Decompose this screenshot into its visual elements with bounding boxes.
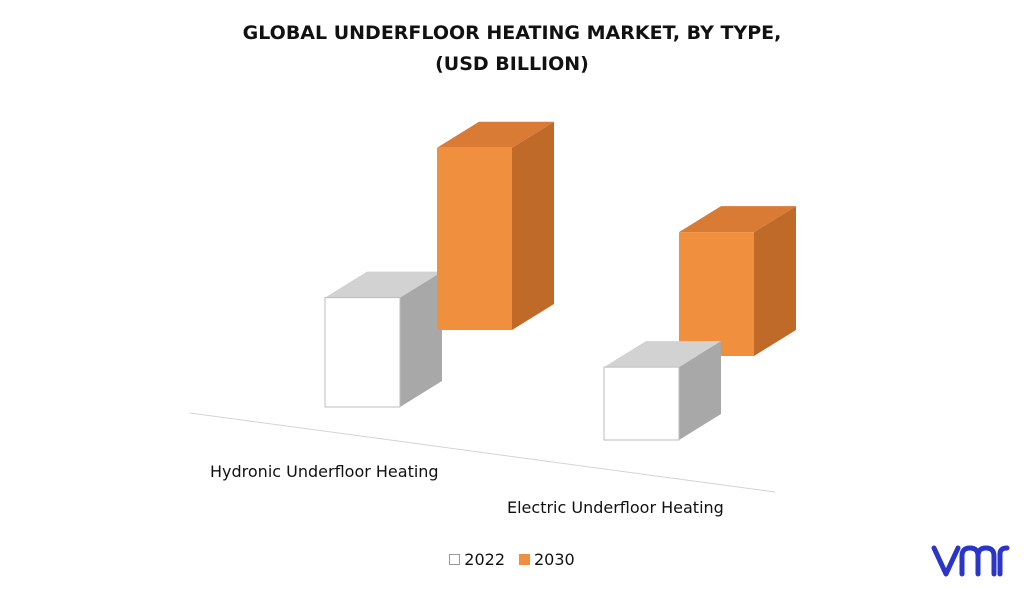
bars-group — [324, 121, 796, 441]
category-label-electric: Electric Underfloor Heating — [507, 498, 724, 517]
legend-swatch-2030 — [519, 554, 530, 565]
bar-front — [679, 232, 754, 356]
bar-top — [437, 121, 554, 148]
bar-side — [512, 121, 554, 330]
legend-item-2030: 2030 — [519, 550, 575, 569]
legend-item-2022: 2022 — [449, 550, 505, 569]
bar-top — [325, 271, 442, 298]
chart-title: GLOBAL UNDERFLOOR HEATING MARKET, BY TYP… — [0, 18, 1024, 80]
vmr-logo — [931, 545, 1010, 577]
legend-label-2030: 2030 — [534, 550, 575, 569]
legend-label-2022: 2022 — [464, 550, 505, 569]
legend-swatch-2022 — [449, 554, 461, 565]
chart-title-line-2: (USD BILLION) — [435, 53, 589, 75]
bar-2030-cat1 — [679, 206, 796, 356]
bar-2030-cat0 — [437, 121, 554, 330]
legend: 2022 2030 — [0, 550, 1024, 569]
bar-front — [603, 366, 680, 441]
bar-top — [679, 206, 796, 233]
floor-baseline — [189, 412, 776, 493]
bar-2022-cat0 — [324, 271, 442, 408]
bar-side — [400, 271, 442, 407]
bar-2022-cat1 — [603, 341, 721, 441]
bar-front — [324, 297, 401, 408]
bar-top — [604, 341, 721, 368]
chart-title-line-1: GLOBAL UNDERFLOOR HEATING MARKET, BY TYP… — [242, 22, 782, 44]
bar-side — [754, 206, 796, 356]
category-label-hydronic: Hydronic Underfloor Heating — [210, 462, 439, 481]
bar-side — [679, 341, 721, 440]
bar-front — [437, 147, 512, 330]
